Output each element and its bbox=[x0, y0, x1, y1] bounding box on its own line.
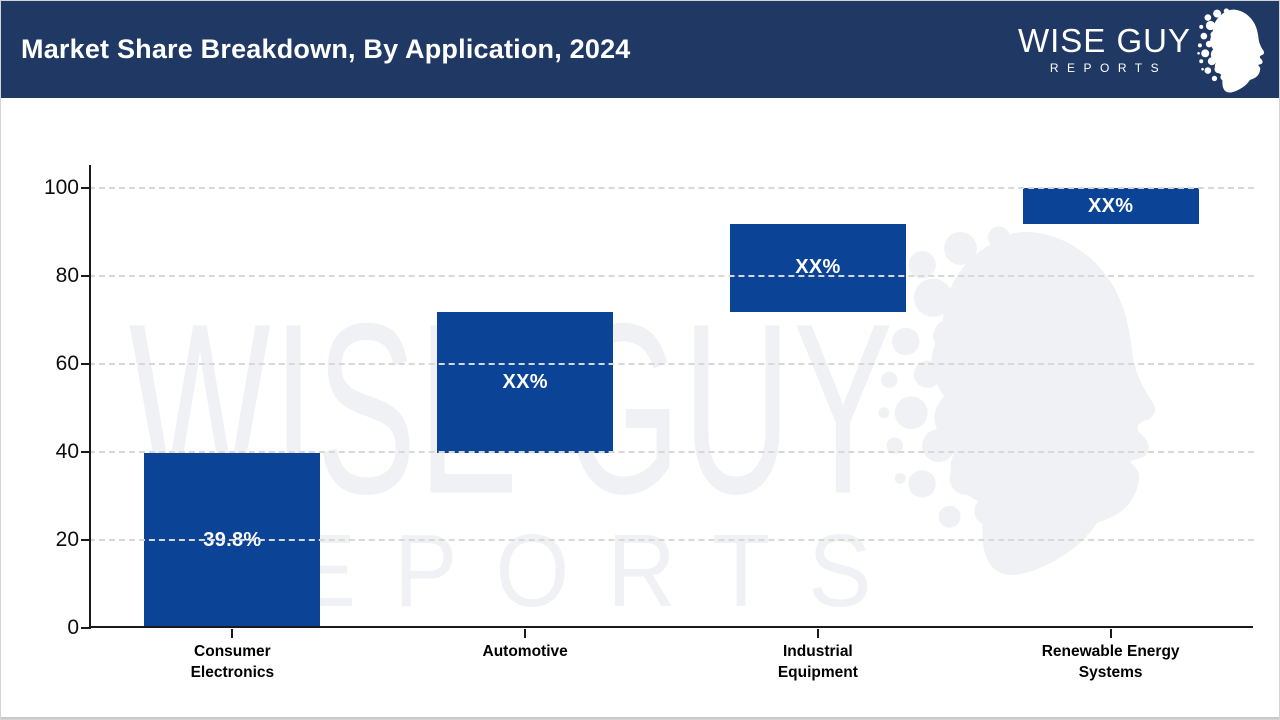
x-axis-category-label: Industrial Equipment bbox=[672, 641, 964, 683]
y-axis-tick-label: 100 bbox=[43, 176, 79, 199]
x-axis-label-line: Consumer bbox=[194, 643, 271, 660]
y-tick bbox=[81, 362, 89, 365]
x-tick bbox=[524, 628, 527, 638]
x-tick bbox=[816, 628, 819, 638]
x-tick bbox=[231, 628, 234, 638]
x-axis-label-line: Industrial bbox=[782, 643, 853, 660]
y-axis-tick-label: 40 bbox=[55, 439, 79, 463]
bar-segment: 39.8% bbox=[144, 452, 321, 628]
y-tick bbox=[81, 274, 89, 277]
dotted-head-profile-icon bbox=[1197, 7, 1265, 93]
y-axis-tick-label: 0 bbox=[67, 615, 79, 639]
y-tick bbox=[81, 187, 89, 189]
page-title: Market Share Breakdown, By Application, … bbox=[21, 34, 631, 64]
x-axis-label-line: Equipment bbox=[777, 664, 858, 681]
x-axis-category-label: Consumer Electronics bbox=[86, 641, 378, 683]
y-axis-tick-label: 60 bbox=[55, 351, 79, 375]
bar-segment: XX% bbox=[437, 311, 614, 453]
y-axis-tick-label: 20 bbox=[55, 527, 79, 551]
bar-segment: XX% bbox=[729, 224, 906, 312]
x-axis-label-line: Electronics bbox=[190, 664, 275, 681]
y-tick bbox=[81, 538, 89, 541]
header-bar: Market Share Breakdown, By Application, … bbox=[1, 1, 1279, 98]
x-tick bbox=[1109, 628, 1112, 638]
y-tick bbox=[81, 626, 89, 629]
dotted-head-profile-watermark bbox=[878, 226, 1155, 575]
x-axis-label-line: Systems bbox=[1078, 664, 1143, 681]
bar-value-label: XX% bbox=[1087, 194, 1134, 217]
brand-name: WISE GUY bbox=[1017, 22, 1191, 59]
y-axis-tick-label: 80 bbox=[55, 263, 79, 287]
x-axis-category-label: Automotive bbox=[379, 641, 671, 662]
brand-subname: REPORTS bbox=[1049, 61, 1168, 75]
bar-segment: XX% bbox=[1022, 188, 1199, 225]
x-axis-label-line: Renewable Energy bbox=[1041, 643, 1180, 660]
bar-value-label: XX% bbox=[502, 370, 548, 393]
bar-value-label: 39.8% bbox=[203, 528, 262, 551]
brand-logo-text: WISE GUY REPORTS bbox=[1017, 22, 1191, 76]
y-axis-spine bbox=[89, 165, 91, 629]
x-axis-spine bbox=[89, 626, 1253, 628]
y-tick bbox=[81, 450, 89, 453]
x-axis-category-label: Renewable Energy Systems bbox=[965, 641, 1257, 683]
bar-value-label: XX% bbox=[795, 256, 841, 279]
brand-logo: WISE GUY REPORTS bbox=[1018, 7, 1269, 93]
bottom-border bbox=[1, 717, 1279, 719]
x-axis-label-line: Automotive bbox=[482, 643, 568, 660]
